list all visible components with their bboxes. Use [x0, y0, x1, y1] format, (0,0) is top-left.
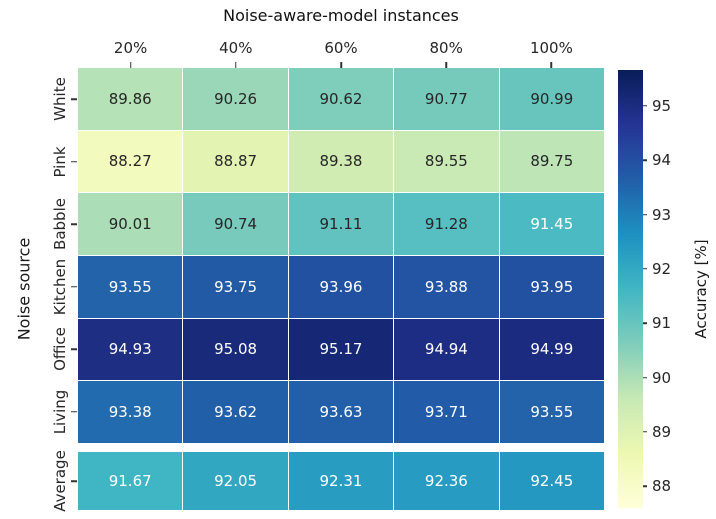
- colorbar: [618, 70, 643, 508]
- y-tick-mark: [71, 98, 77, 100]
- heatmap-cell: 93.55: [499, 381, 604, 443]
- colorbar-tick-label: 88: [652, 477, 672, 496]
- heatmap-cell: 93.62: [183, 381, 288, 443]
- heatmap-cell: 89.55: [394, 130, 499, 193]
- heatmap-cell: 93.38: [78, 381, 183, 443]
- y-tick-mark: [71, 223, 77, 225]
- heatmap-cell: 89.75: [499, 130, 604, 193]
- x-tick-label: 60%: [324, 39, 358, 57]
- colorbar-tick-mark: [643, 213, 647, 216]
- heatmap-cell: 90.01: [78, 193, 183, 255]
- heatmap-cell: 93.96: [288, 256, 394, 318]
- y-tick-mark: [71, 411, 77, 413]
- heatmap-cell: 94.99: [499, 318, 604, 381]
- heatmap-cell: 93.88: [394, 256, 499, 318]
- colorbar-tick-mark: [643, 268, 647, 270]
- heatmap-cell: 90.74: [183, 193, 288, 255]
- y-tick-mark: [71, 286, 77, 288]
- y-tick-mark: [71, 161, 77, 163]
- x-tick-label: 20%: [113, 39, 148, 57]
- colorbar-tick-mark: [643, 485, 647, 487]
- colorbar-tick-label: 92: [652, 259, 672, 278]
- x-tick-mark: [445, 62, 447, 68]
- heatmap-cell: 94.94: [394, 318, 499, 381]
- y-tick-mark: [71, 480, 77, 482]
- heatmap-cell: 92.05: [183, 452, 288, 510]
- heatmap-cell: 92.45: [499, 452, 604, 510]
- x-tick-mark: [235, 62, 237, 68]
- x-tick-mark: [550, 62, 553, 68]
- colorbar-tick-mark: [643, 322, 647, 324]
- x-tick-label: 80%: [429, 39, 463, 57]
- heatmap-cell: 88.87: [183, 130, 288, 193]
- colorbar-tick-label: 95: [652, 96, 672, 115]
- heatmap-cell: 90.26: [183, 68, 288, 130]
- y-tick-label: White: [51, 77, 69, 122]
- heatmap-cell: 89.38: [288, 130, 394, 193]
- y-tick-label: Office: [51, 327, 69, 372]
- heatmap-cell: 90.62: [288, 68, 394, 130]
- heatmap-cell: 88.27: [78, 130, 183, 193]
- y-tick-label: Babble: [51, 198, 69, 251]
- heatmap-cell: 93.55: [78, 256, 183, 318]
- y-tick-mark: [71, 348, 77, 350]
- heatmap-cell: 90.99: [499, 68, 604, 130]
- colorbar-label: Accuracy [%]: [692, 239, 710, 339]
- heatmap-cell: 95.08: [183, 318, 288, 381]
- heatmap-cell: 93.75: [183, 256, 288, 318]
- x-tick-mark: [340, 62, 342, 68]
- colorbar-tick-label: 93: [652, 205, 672, 224]
- heatmap-cell: 92.31: [288, 452, 394, 510]
- heatmap-cell: 93.71: [394, 381, 499, 443]
- colorbar-tick-mark: [643, 376, 647, 379]
- y-tick-label: Kitchen: [51, 258, 69, 315]
- colorbar-tick-mark: [643, 105, 647, 107]
- colorbar-tick-label: 90: [652, 368, 672, 387]
- x-tick-mark: [129, 62, 132, 68]
- heatmap-cell: 91.28: [394, 193, 499, 255]
- heatmap-cell: 95.17: [288, 318, 394, 381]
- x-tick-label: 40%: [219, 39, 253, 57]
- chart-title: Noise-aware-model instances: [223, 6, 459, 25]
- heatmap-cell: 92.36: [394, 452, 499, 510]
- heatmap-cell: 91.11: [288, 193, 394, 255]
- y-tick-label: Pink: [51, 146, 69, 178]
- colorbar-tick-mark: [643, 159, 647, 161]
- heatmap-cell: 91.45: [499, 193, 604, 255]
- heatmap-cell: 91.67: [78, 452, 183, 510]
- heatmap-cell: 94.93: [78, 318, 183, 381]
- x-tick-label: 100%: [529, 39, 573, 57]
- y-tick-label: Living: [51, 389, 69, 435]
- heatmap-cell: 93.63: [288, 381, 394, 443]
- colorbar-tick-label: 94: [652, 151, 672, 170]
- heatmap-grid: 89.86 90.26 90.62 90.77 90.99 88.27 88.87 89.38…: [78, 68, 604, 443]
- colorbar-tick-mark: [643, 431, 647, 433]
- heatmap-cell: 93.95: [499, 256, 604, 318]
- average-row-grid: 91.67 92.05 92.31 92.36 92.45: [78, 452, 604, 510]
- y-tick-label: Average: [51, 450, 69, 512]
- heatmap-cell: 89.86: [78, 68, 183, 130]
- heatmap-cell: 90.77: [394, 68, 499, 130]
- y-axis-label: Noise source: [14, 237, 34, 341]
- colorbar-tick-label: 91: [652, 314, 672, 333]
- colorbar-tick-label: 89: [652, 422, 672, 441]
